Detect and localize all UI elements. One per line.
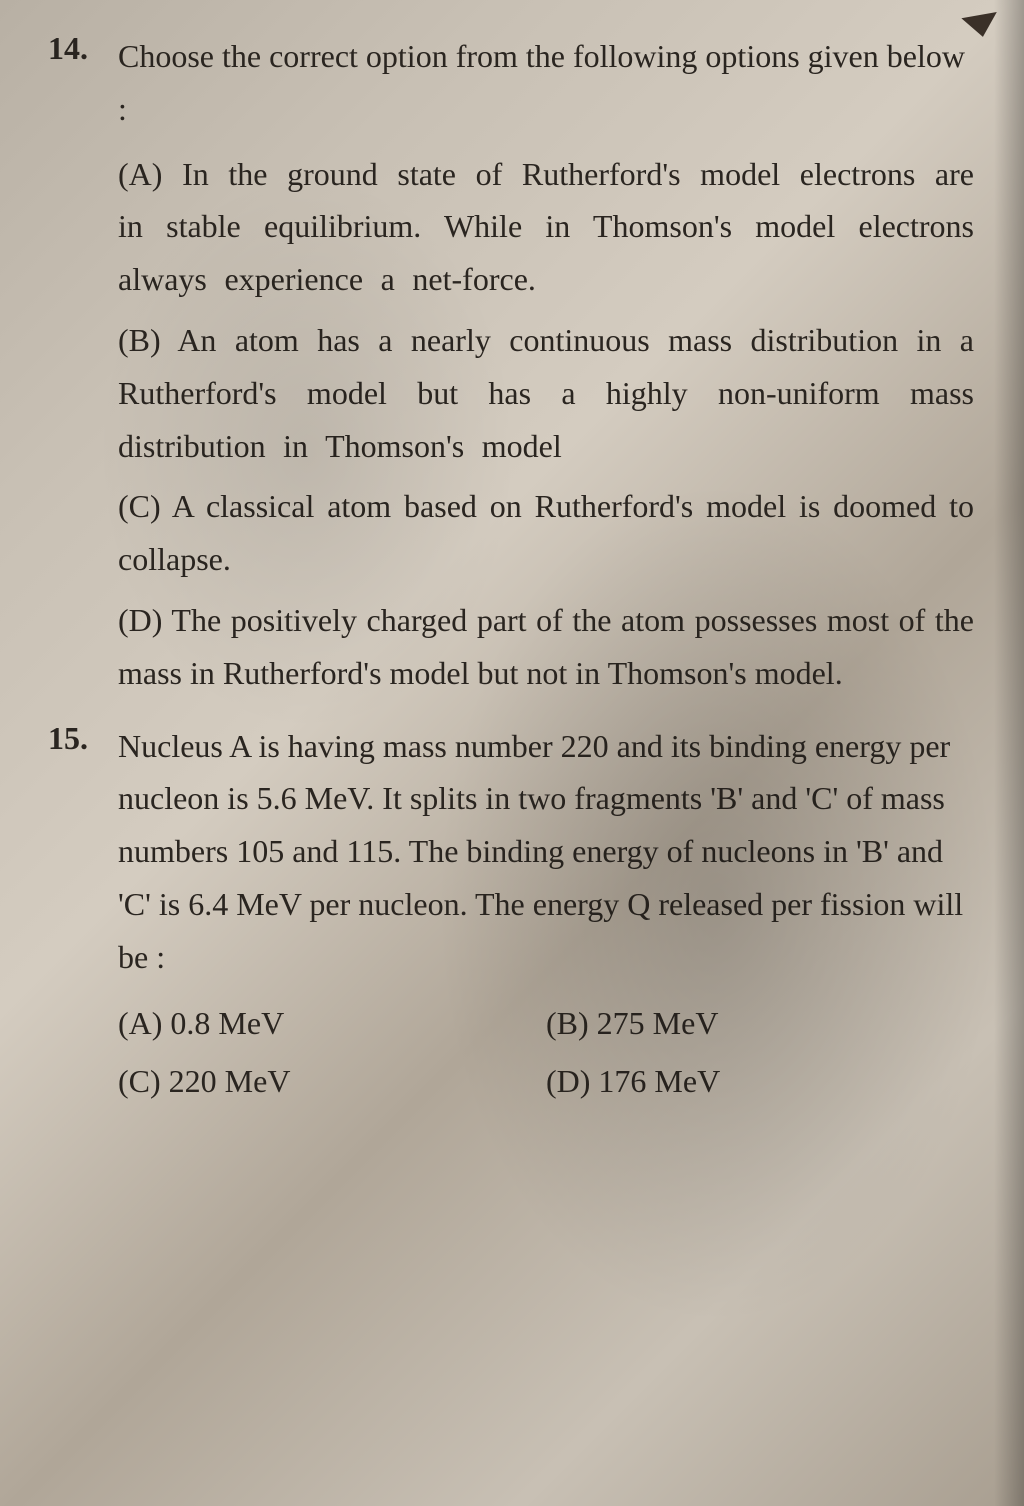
page-edge-shadow [994, 0, 1024, 1506]
option-label: (B) [118, 322, 161, 358]
option-d: (D) 176 MeV [546, 1054, 974, 1108]
option-text: An atom has a nearly continuous mass dis… [118, 322, 974, 464]
page-content: 14. Choose the correct option from the f… [0, 0, 1024, 1162]
question-14-options: (A) In the ground state of Rutherford's … [40, 148, 974, 700]
option-label: (A) [118, 1005, 162, 1041]
option-label: (C) [118, 1063, 161, 1099]
option-b: (B) 275 MeV [546, 996, 974, 1050]
question-number: 15. [40, 720, 118, 757]
option-a: (A) In the ground state of Rutherford's … [118, 148, 974, 306]
question-header: 14. Choose the correct option from the f… [40, 30, 974, 136]
option-label: (D) [118, 602, 162, 638]
option-text: 176 MeV [598, 1063, 720, 1099]
option-b: (B) An atom has a nearly continuous mass… [118, 314, 974, 472]
option-label: (A) [118, 156, 162, 192]
option-text: 0.8 MeV [170, 1005, 284, 1041]
question-14: 14. Choose the correct option from the f… [40, 30, 974, 700]
question-stem: Nucleus A is having mass number 220 and … [118, 720, 974, 984]
option-text: In the ground state of Rutherford's mode… [118, 156, 974, 298]
option-label: (C) [118, 488, 161, 524]
question-header: 15. Nucleus A is having mass number 220 … [40, 720, 974, 984]
option-label: (D) [546, 1063, 590, 1099]
option-text: 220 MeV [169, 1063, 291, 1099]
option-c: (C) 220 MeV [118, 1054, 546, 1108]
option-a: (A) 0.8 MeV [118, 996, 546, 1050]
option-text: The positively charged part of the atom … [118, 602, 974, 691]
option-label: (B) [546, 1005, 589, 1041]
question-stem: Choose the correct option from the follo… [118, 30, 974, 136]
question-15: 15. Nucleus A is having mass number 220 … [40, 720, 974, 1113]
question-15-options: (A) 0.8 MeV (B) 275 MeV (C) 220 MeV (D) … [40, 996, 974, 1113]
question-number: 14. [40, 30, 118, 67]
option-text: 275 MeV [597, 1005, 719, 1041]
option-d: (D) The positively charged part of the a… [118, 594, 974, 700]
option-text: A classical atom based on Rutherford's m… [118, 488, 974, 577]
option-c: (C) A classical atom based on Rutherford… [118, 480, 974, 586]
